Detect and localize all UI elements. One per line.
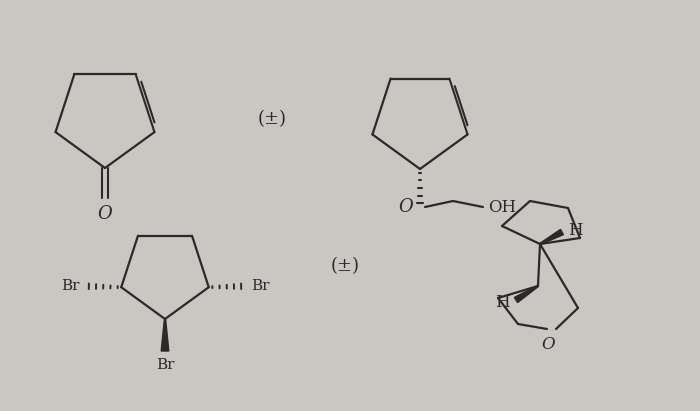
Text: O: O [398, 198, 414, 216]
Polygon shape [161, 319, 169, 351]
Text: O: O [97, 205, 113, 223]
Text: (±): (±) [258, 110, 286, 128]
Polygon shape [540, 229, 564, 245]
Text: Br: Br [61, 279, 79, 293]
Text: O: O [541, 336, 555, 353]
Text: OH: OH [488, 199, 516, 215]
Text: Br: Br [155, 358, 174, 372]
Text: (±): (±) [330, 257, 360, 275]
Text: H: H [568, 222, 582, 238]
Text: H: H [496, 293, 510, 310]
Polygon shape [514, 286, 538, 302]
Text: Br: Br [251, 279, 270, 293]
